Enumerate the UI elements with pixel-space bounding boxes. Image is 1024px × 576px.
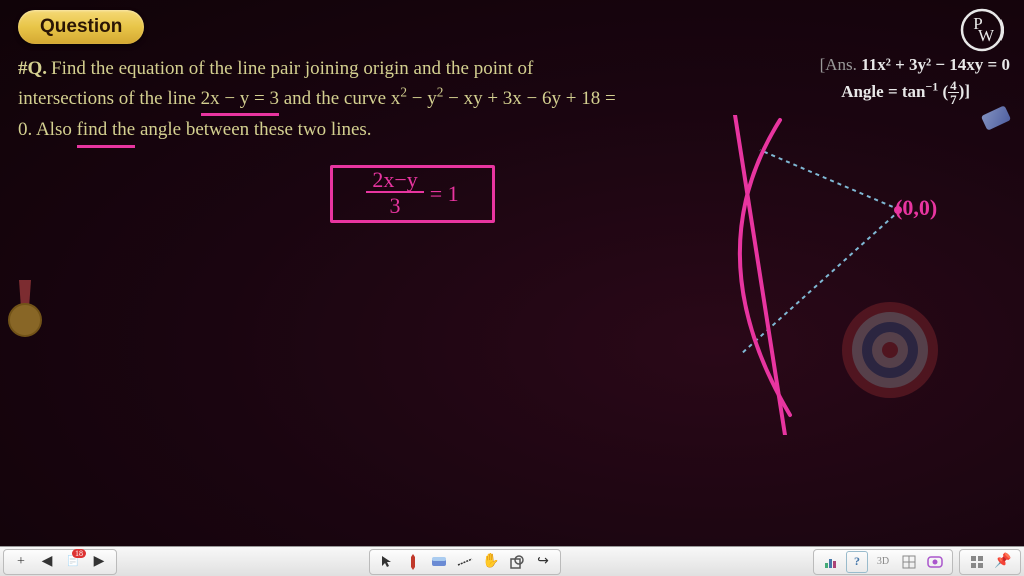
svg-text:W: W bbox=[978, 26, 995, 45]
medal-decoration bbox=[5, 280, 45, 340]
question-badge: Question bbox=[18, 10, 144, 44]
answer-line2: Angle = tan−1 (47)] bbox=[630, 79, 1010, 106]
page-indicator[interactable]: 18 📄 bbox=[62, 551, 84, 573]
question-prefix: #Q. bbox=[18, 58, 47, 79]
nav-group: + ◀ 18 📄 ▶ bbox=[3, 549, 117, 575]
3d-icon[interactable]: 3D bbox=[872, 551, 894, 573]
pen-tool-icon[interactable] bbox=[402, 551, 424, 573]
pin-icon[interactable]: 📌 bbox=[992, 551, 1014, 573]
eraser-tool-icon[interactable] bbox=[428, 551, 450, 573]
cursor-tool-icon[interactable] bbox=[376, 551, 398, 573]
prev-button[interactable]: ◀ bbox=[36, 551, 58, 573]
answer-line1: [Ans. 11x² + 3y² − 14xy = 0 bbox=[630, 55, 1010, 75]
answer-block: [Ans. 11x² + 3y² − 14xy = 0 Angle = tan−… bbox=[630, 55, 1010, 106]
pw-logo: P W bbox=[960, 8, 1004, 52]
redo-icon[interactable]: ↪ bbox=[532, 551, 554, 573]
record-icon[interactable] bbox=[924, 551, 946, 573]
underline-eq1: 2x − y = 3 bbox=[201, 85, 279, 117]
origin-label: (0,0) bbox=[895, 195, 937, 221]
grid-icon[interactable] bbox=[898, 551, 920, 573]
line-tool-icon[interactable] bbox=[454, 551, 476, 573]
next-button[interactable]: ▶ bbox=[88, 551, 110, 573]
underline-findthe: find the bbox=[77, 116, 136, 148]
hw-equals: = 1 bbox=[430, 181, 459, 207]
hand-tool-icon[interactable]: ✋ bbox=[480, 551, 502, 573]
tools-group: ✋ ↪ bbox=[369, 549, 561, 575]
hw-denominator: 3 bbox=[384, 193, 407, 219]
layout-group: 📌 bbox=[959, 549, 1021, 575]
chart-icon[interactable] bbox=[820, 551, 842, 573]
help-icon[interactable]: ? bbox=[846, 551, 868, 573]
question-block: #Q. Find the equation of the line pair j… bbox=[18, 55, 618, 148]
question-badge-label: Question bbox=[40, 16, 122, 37]
add-button[interactable]: + bbox=[10, 551, 32, 573]
view-group: ? 3D bbox=[813, 549, 953, 575]
question-text: Find the equation of the line pair joini… bbox=[18, 58, 616, 140]
shape-tool-icon[interactable] bbox=[506, 551, 528, 573]
hw-numerator: 2x−y bbox=[366, 169, 423, 193]
handwritten-equation: 2x−y 3 = 1 bbox=[330, 165, 495, 223]
layout-icon[interactable] bbox=[966, 551, 988, 573]
eraser-icon[interactable] bbox=[981, 105, 1011, 130]
target-decoration bbox=[840, 300, 940, 400]
bottom-toolbar: + ◀ 18 📄 ▶ ✋ ↪ ? 3D bbox=[0, 546, 1024, 576]
